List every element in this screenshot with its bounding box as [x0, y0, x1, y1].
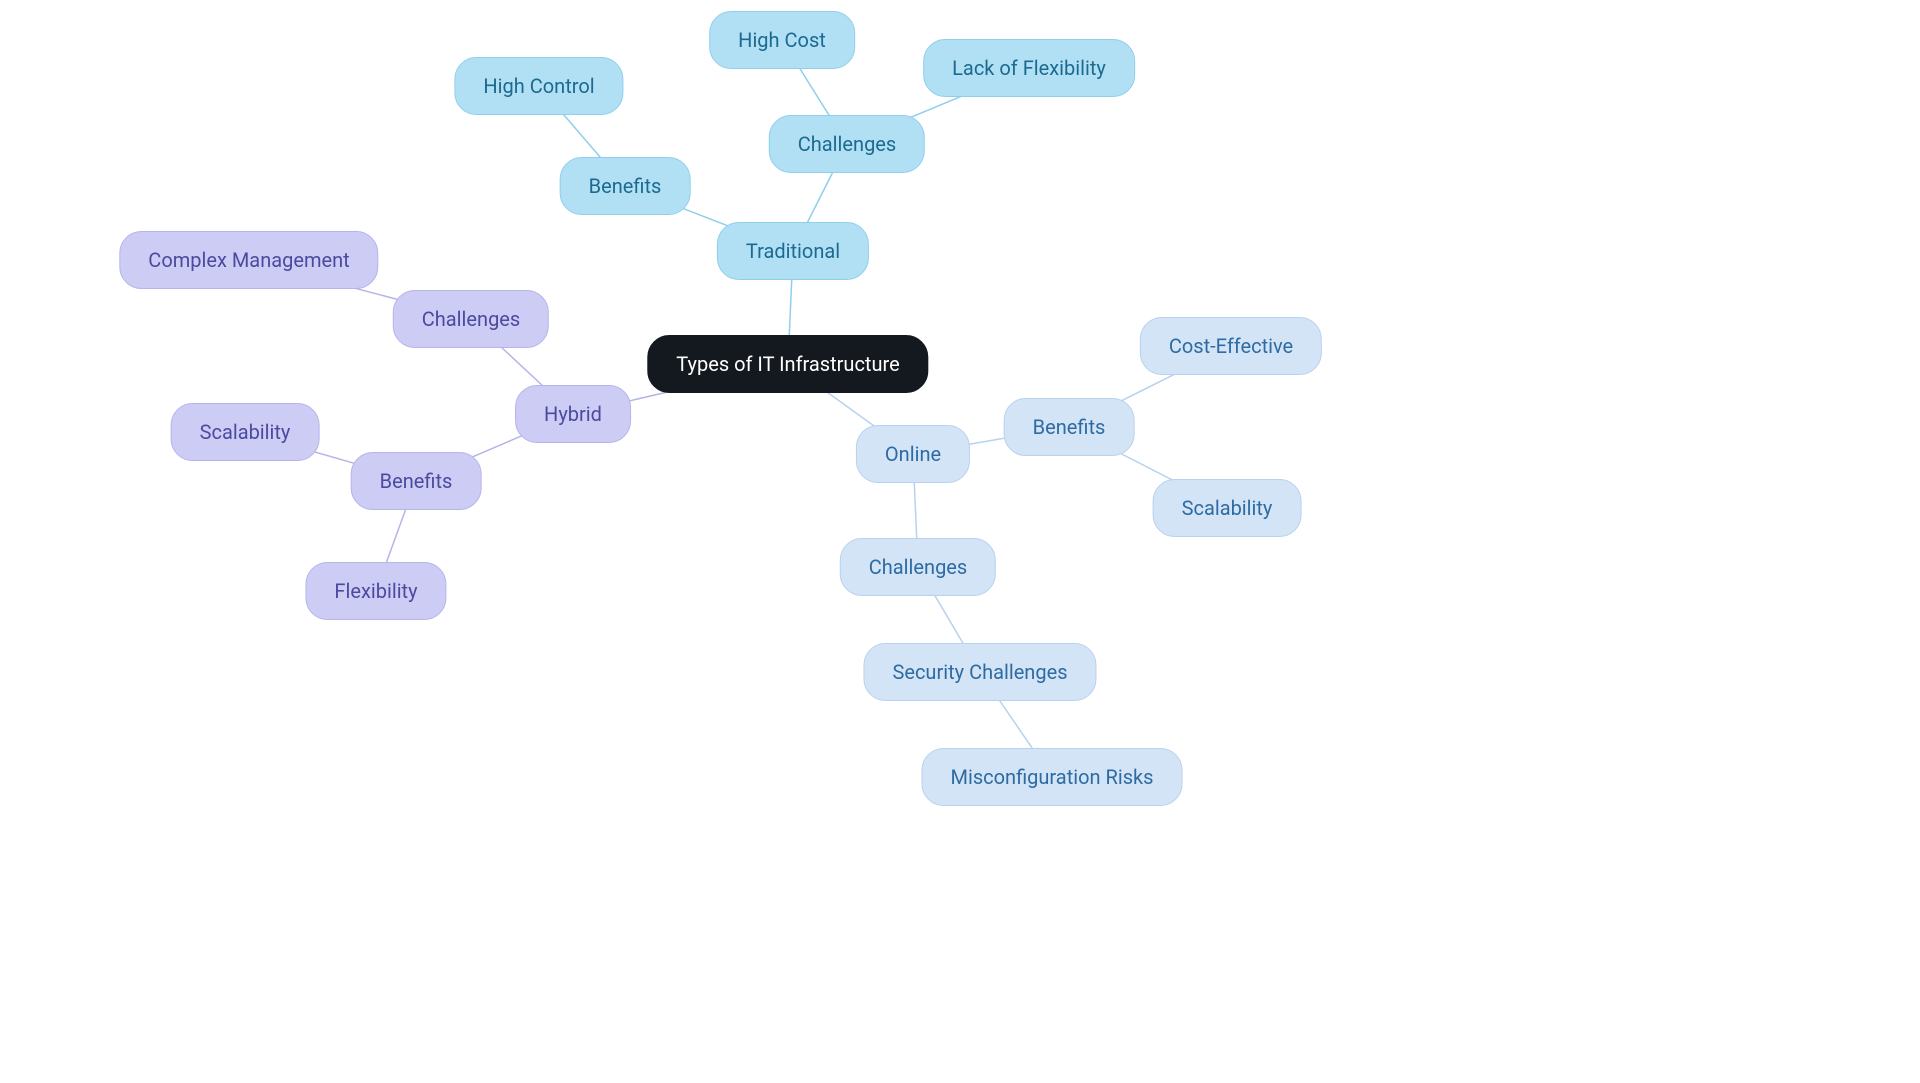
- node-trad: Traditional: [717, 222, 869, 280]
- node-trad_flex: Lack of Flexibility: [923, 39, 1135, 97]
- node-hy_chal: Challenges: [393, 290, 549, 348]
- node-on_sec: Security Challenges: [863, 643, 1096, 701]
- diagram-canvas: Types of IT Infrastructure Traditional Ben…: [0, 0, 1920, 1083]
- node-hy_ben: Benefits: [351, 452, 482, 510]
- node-on_chal: Challenges: [840, 538, 996, 596]
- node-trad_cost: High Cost: [709, 11, 855, 69]
- node-hybrid: Hybrid: [515, 385, 631, 443]
- node-hy_comp: Complex Management: [119, 231, 378, 289]
- node-trad_chal: Challenges: [769, 115, 925, 173]
- node-hy_flex: Flexibility: [305, 562, 446, 620]
- node-trad_ben: Benefits: [560, 157, 691, 215]
- node-on_mis: Misconfiguration Risks: [922, 748, 1183, 806]
- node-online: Online: [856, 425, 970, 483]
- node-on_ben: Benefits: [1004, 398, 1135, 456]
- node-root: Types of IT Infrastructure: [647, 335, 928, 393]
- node-hy_scal: Scalability: [171, 403, 320, 461]
- node-trad_hc: High Control: [454, 57, 623, 115]
- node-on_scal: Scalability: [1153, 479, 1302, 537]
- node-on_cost: Cost-Effective: [1140, 317, 1322, 375]
